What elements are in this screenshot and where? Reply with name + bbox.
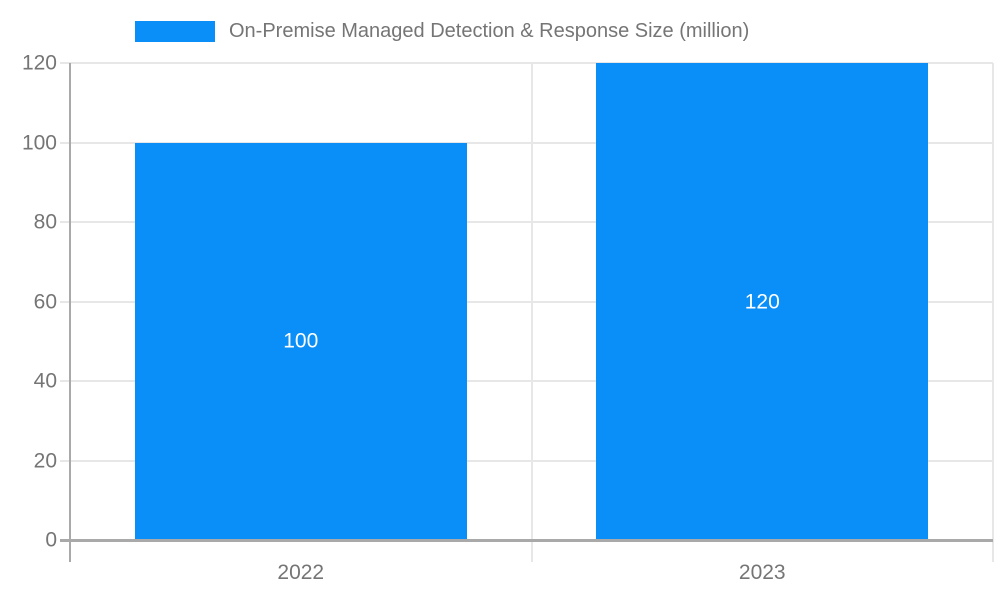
plot-area: 0 20 40 60 80 100 120 100 2022 120 2023 — [22, 53, 994, 583]
bar-2023[interactable] — [596, 63, 929, 540]
y-tick-label: 0 — [45, 528, 57, 552]
y-tick-label: 40 — [33, 369, 57, 393]
legend: On-Premise Managed Detection & Response … — [135, 20, 749, 43]
y-tick-label: 80 — [33, 210, 57, 234]
grid-line — [60, 141, 993, 144]
y-tick-label: 20 — [33, 449, 57, 472]
bar-2022[interactable] — [134, 142, 467, 540]
grid-line — [60, 300, 993, 303]
x-axis-line — [60, 539, 993, 542]
grid-line — [60, 380, 993, 382]
y-tick-label: 100 — [21, 131, 57, 154]
grid-line — [60, 221, 993, 223]
y-tick-label: 60 — [33, 290, 57, 313]
x-tick-label: 2023 — [738, 561, 786, 584]
legend-label: On-Premise Managed Detection & Response … — [229, 20, 750, 42]
x-tick-label: 2022 — [277, 561, 325, 584]
grid-line — [60, 62, 993, 64]
bar-value-label: 100 — [283, 329, 319, 353]
y-tick-label: 120 — [21, 51, 57, 75]
y-axis-line — [69, 63, 71, 562]
category-separator — [530, 63, 533, 562]
bar-value-label: 120 — [744, 290, 780, 313]
category-separator — [992, 63, 994, 562]
legend-swatch — [135, 21, 215, 42]
grid-line — [60, 459, 993, 462]
